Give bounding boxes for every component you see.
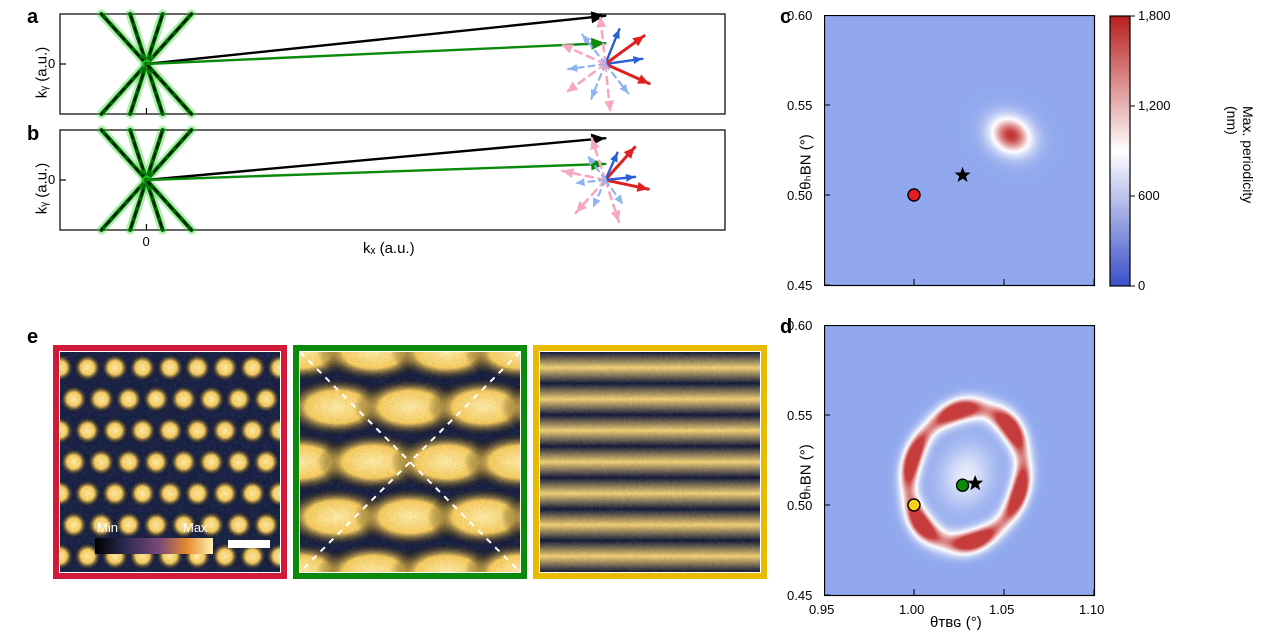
colorbar-title: Max. periodicity (nm) — [1224, 106, 1256, 226]
ylab-d: θₕBN (°) — [797, 444, 815, 499]
panel-e-overlay — [0, 0, 780, 600]
panel-d-overlay — [824, 325, 1096, 597]
ylab-c: θₕBN (°) — [797, 134, 815, 189]
panel-c-overlay — [824, 15, 1096, 287]
xlab-d: θᴛʙɢ (°) — [930, 614, 982, 631]
